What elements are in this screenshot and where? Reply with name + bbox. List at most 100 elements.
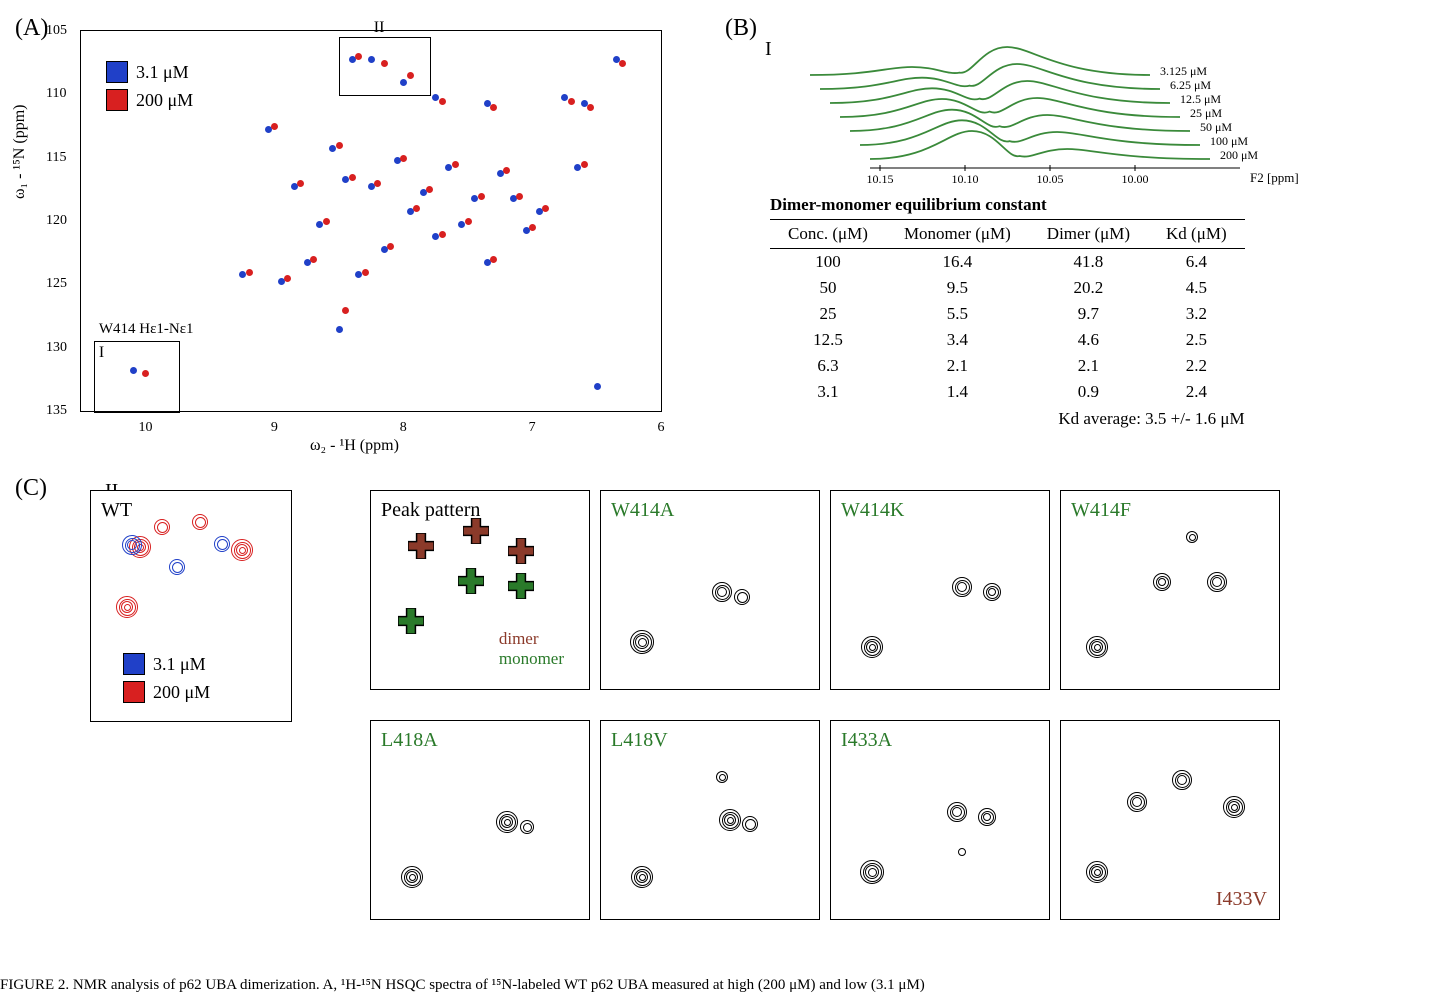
wt-legend-label-blue: 3.1 μM	[153, 654, 206, 675]
table-cell: 0.9	[1029, 379, 1148, 405]
nmr-peak	[587, 104, 594, 111]
nmr-peak	[568, 98, 575, 105]
legend-label-red: 200 μM	[136, 90, 193, 111]
spectrum-trace	[820, 64, 1160, 89]
contour-ring	[1132, 797, 1142, 807]
table-cell: 2.1	[1029, 353, 1148, 379]
nmr-peak	[246, 269, 253, 276]
panel-a-label: (A)	[15, 15, 48, 42]
contour-ring	[1158, 578, 1166, 586]
table-cell: 9.7	[1029, 301, 1148, 327]
wt-box: WT 3.1 μM 200 μM	[90, 490, 292, 722]
f2-tick: 10.10	[952, 172, 979, 186]
table-header: Conc. (μM)	[770, 220, 886, 249]
nmr-peak	[490, 104, 497, 111]
contour-ring	[717, 587, 727, 597]
pattern-cross	[458, 568, 484, 599]
nmr-peak	[619, 60, 626, 67]
nmr-peak	[310, 256, 317, 263]
mutant-label: W414F	[1071, 499, 1131, 522]
nmr-peak	[284, 275, 291, 282]
x-tick: 7	[529, 420, 536, 436]
wt-legend-box-blue	[123, 653, 145, 675]
contour-ring	[217, 539, 228, 550]
pattern-cross	[508, 573, 534, 604]
pattern-cross	[508, 538, 534, 569]
nmr-peak	[374, 180, 381, 187]
nmr-peak	[271, 123, 278, 130]
contour-ring	[958, 848, 966, 856]
hsqc-spectrum: 3.1 μM 200 μM 10511011512012513013510987…	[80, 30, 662, 412]
table-row: 255.59.73.2	[770, 301, 1245, 327]
mutant-box-l418v: L418V	[600, 720, 820, 920]
concentration-label: 200 μM	[1220, 148, 1258, 162]
wt-legend-label-red: 200 μM	[153, 682, 210, 703]
nmr-peak	[336, 142, 343, 149]
spectrum-trace	[850, 110, 1190, 131]
f2-tick: 10.00	[1122, 172, 1149, 186]
table-cell: 2.2	[1148, 353, 1245, 379]
contour-ring	[504, 819, 511, 826]
wt-legend-box-red	[123, 681, 145, 703]
table-cell: 2.4	[1148, 379, 1245, 405]
table-header: Dimer (μM)	[1029, 220, 1148, 249]
wt-legend: 3.1 μM 200 μM	[123, 653, 210, 709]
contour-ring	[638, 638, 647, 647]
y-tick: 120	[46, 213, 67, 229]
pattern-cross	[463, 518, 489, 549]
mutant-label: I433V	[1216, 888, 1267, 911]
pattern-cross	[408, 533, 434, 564]
x-tick: 8	[400, 420, 407, 436]
contour-ring	[1231, 804, 1238, 811]
nmr-peak	[349, 174, 356, 181]
mutant-grid: WT 3.1 μM 200 μM Peak pattern dimer mono…	[90, 490, 1280, 920]
table-cell: 6.4	[1148, 249, 1245, 276]
table-cell: 1.4	[886, 379, 1029, 405]
legend-box-red	[106, 89, 128, 111]
mutant-label: L418A	[381, 729, 438, 752]
contour-ring	[952, 807, 962, 817]
nmr-peak	[581, 161, 588, 168]
y-tick: 125	[46, 276, 67, 292]
contour-ring	[195, 517, 206, 528]
region-II-box	[339, 37, 431, 96]
mutant-box-w414a: W414A	[600, 490, 820, 690]
mutant-label: I433A	[841, 729, 892, 752]
pattern-cross	[398, 608, 424, 639]
nmr-peak	[490, 256, 497, 263]
concentration-label: 50 μM	[1200, 120, 1232, 134]
mutant-box-i433a: I433A	[830, 720, 1050, 920]
nmr-peak	[503, 167, 510, 174]
nmr-peak	[465, 218, 472, 225]
x-axis-label: ω₂ - ¹H (ppm)	[310, 437, 399, 455]
table-cell: 2.1	[886, 353, 1029, 379]
nmr-peak	[323, 218, 330, 225]
contour-ring	[1094, 644, 1101, 651]
f2-tick: 10.15	[867, 172, 894, 186]
contour-ring	[988, 588, 996, 596]
legend-panel-a: 3.1 μM 200 μM	[106, 61, 193, 117]
mutant-label: W414K	[841, 499, 904, 522]
concentration-label: 6.25 μM	[1170, 78, 1211, 92]
table-title: Dimer-monomer equilibrium constant	[770, 195, 1245, 215]
dimer-label: dimer	[499, 629, 564, 649]
spectrum-trace	[810, 47, 1150, 75]
contour-ring	[737, 592, 748, 603]
legend-box-blue	[106, 61, 128, 83]
equilibrium-table: Dimer-monomer equilibrium constant Conc.…	[770, 195, 1245, 429]
monomer-label: monomer	[499, 649, 564, 669]
contour-ring	[409, 874, 416, 881]
pattern-box: Peak pattern dimer monomer	[370, 490, 590, 690]
stacked-1d-spectra: 3.125 μM6.25 μM12.5 μM25 μM50 μM100 μM20…	[750, 35, 1350, 175]
nmr-peak	[452, 161, 459, 168]
contour-ring	[1177, 775, 1187, 785]
contour-ring	[727, 817, 734, 824]
contour-ring	[745, 819, 756, 830]
table-row: 6.32.12.12.2	[770, 353, 1245, 379]
region-II-marker: II	[374, 19, 385, 37]
nmr-peak	[529, 224, 536, 231]
table-header: Monomer (μM)	[886, 220, 1029, 249]
concentration-label: 3.125 μM	[1160, 64, 1207, 78]
nmr-peak	[439, 231, 446, 238]
f2-tick: 10.05	[1037, 172, 1064, 186]
